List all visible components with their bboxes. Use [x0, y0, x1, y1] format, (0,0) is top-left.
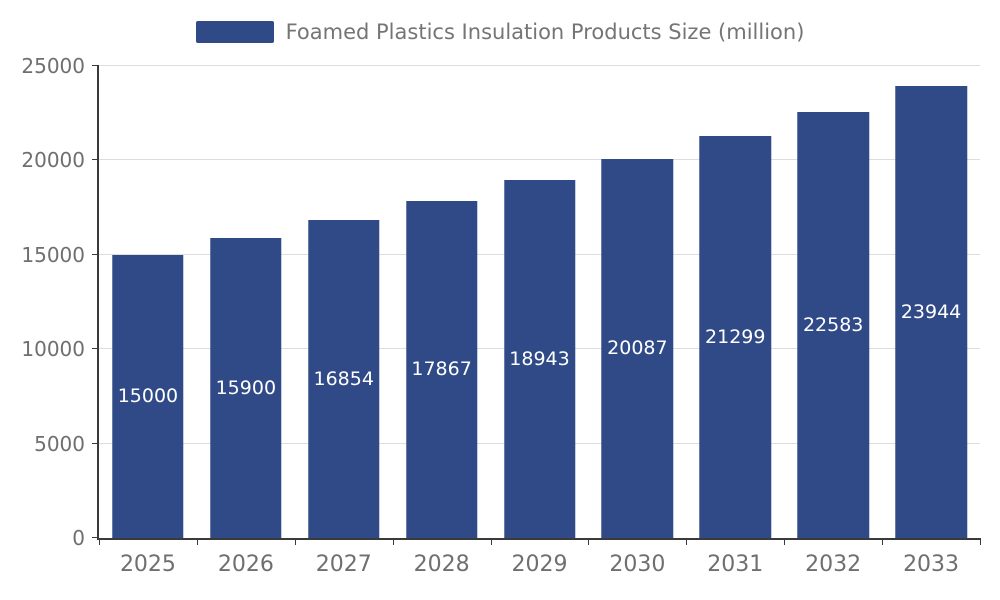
x-axis-tick-mark — [392, 538, 394, 545]
y-axis-tick-label: 25000 — [21, 54, 85, 78]
y-axis-tick-mark — [92, 537, 99, 538]
bar-value-label: 17867 — [411, 358, 472, 381]
gridline — [99, 159, 980, 161]
bar[interactable]: 18943 — [503, 180, 576, 538]
y-axis-tick-label: 0 — [72, 526, 85, 550]
x-axis-tick-label: 2026 — [217, 552, 274, 577]
bar-value-label: 21299 — [705, 325, 766, 348]
bar-group: 15000 2025 — [99, 66, 197, 577]
bar[interactable]: 17867 — [405, 200, 478, 538]
bar[interactable]: 16854 — [307, 219, 380, 538]
y-axis-tick-mark — [92, 65, 99, 66]
x-axis-tick-label: 2027 — [315, 552, 372, 577]
plot-area: 0 5000 10000 15000 20000 25000 15000 2025 15900… — [21, 54, 981, 577]
bar-value-label: 18943 — [509, 348, 570, 371]
y-axis-tick-mark — [92, 253, 99, 255]
y-axis-tick-mark — [92, 442, 99, 444]
bar[interactable]: 20087 — [601, 158, 674, 538]
bar-group: 22583 2032 — [784, 66, 882, 577]
x-axis-tick-label: 2028 — [413, 552, 470, 577]
y-axis-tick-label: 5000 — [34, 431, 85, 456]
x-axis-tick-mark — [294, 538, 296, 545]
bar[interactable]: 23944 — [895, 85, 967, 538]
x-axis-tick-label: 2032 — [805, 552, 862, 577]
bar-group: 21299 2031 — [686, 66, 784, 577]
x-axis-tick-mark — [99, 538, 100, 545]
bar[interactable]: 15900 — [210, 237, 282, 538]
x-axis-tick-mark — [490, 538, 492, 545]
bars-layer: 15000 2025 15900 2026 16854 2027 17867 2028 1894… — [99, 66, 980, 577]
x-axis-tick-label: 2031 — [707, 552, 764, 577]
bar-value-label: 15900 — [215, 376, 277, 399]
legend: Foamed Plastics Insulation Products Size… — [0, 20, 1000, 44]
y-axis-tick-label: 20000 — [21, 148, 85, 173]
bar[interactable]: 21299 — [699, 135, 772, 538]
bar-value-label: 23944 — [900, 300, 962, 323]
bar-group: 17867 2028 — [393, 66, 491, 577]
y-axis-tick-mark — [92, 348, 99, 350]
x-axis-tick-label: 2033 — [903, 552, 960, 577]
y-axis-tick-label: 10000 — [21, 337, 85, 362]
x-axis-tick-mark — [784, 538, 786, 545]
bar-group: 16854 2027 — [295, 66, 393, 577]
bar-group: 23944 2033 — [882, 66, 980, 577]
bar-group: 20087 2030 — [588, 66, 686, 577]
x-axis-tick-mark — [686, 538, 688, 545]
legend-swatch[interactable] — [195, 21, 274, 43]
bar-group: 15900 2026 — [197, 66, 295, 577]
bar-value-label: 22583 — [802, 313, 864, 336]
x-axis-tick-mark — [980, 538, 981, 545]
x-axis-tick-mark — [196, 538, 198, 545]
bar-group: 18943 2029 — [491, 66, 589, 577]
x-axis-tick-mark — [882, 538, 884, 545]
bar-value-label: 16854 — [313, 367, 374, 390]
bar-value-label: 15000 — [117, 385, 179, 408]
x-axis-tick-label: 2029 — [511, 552, 568, 577]
x-axis-tick-label: 2025 — [119, 552, 176, 577]
bar-value-label: 20087 — [607, 337, 668, 360]
gridline — [99, 65, 980, 66]
bar[interactable]: 22583 — [797, 111, 869, 538]
x-axis-tick-mark — [588, 538, 590, 545]
y-axis-tick-label: 15000 — [21, 242, 85, 267]
y-axis-tick-mark — [92, 159, 99, 161]
bar[interactable]: 15000 — [112, 254, 184, 538]
legend-series-label[interactable]: Foamed Plastics Insulation Products Size… — [285, 20, 805, 44]
x-axis-tick-label: 2030 — [609, 552, 666, 577]
